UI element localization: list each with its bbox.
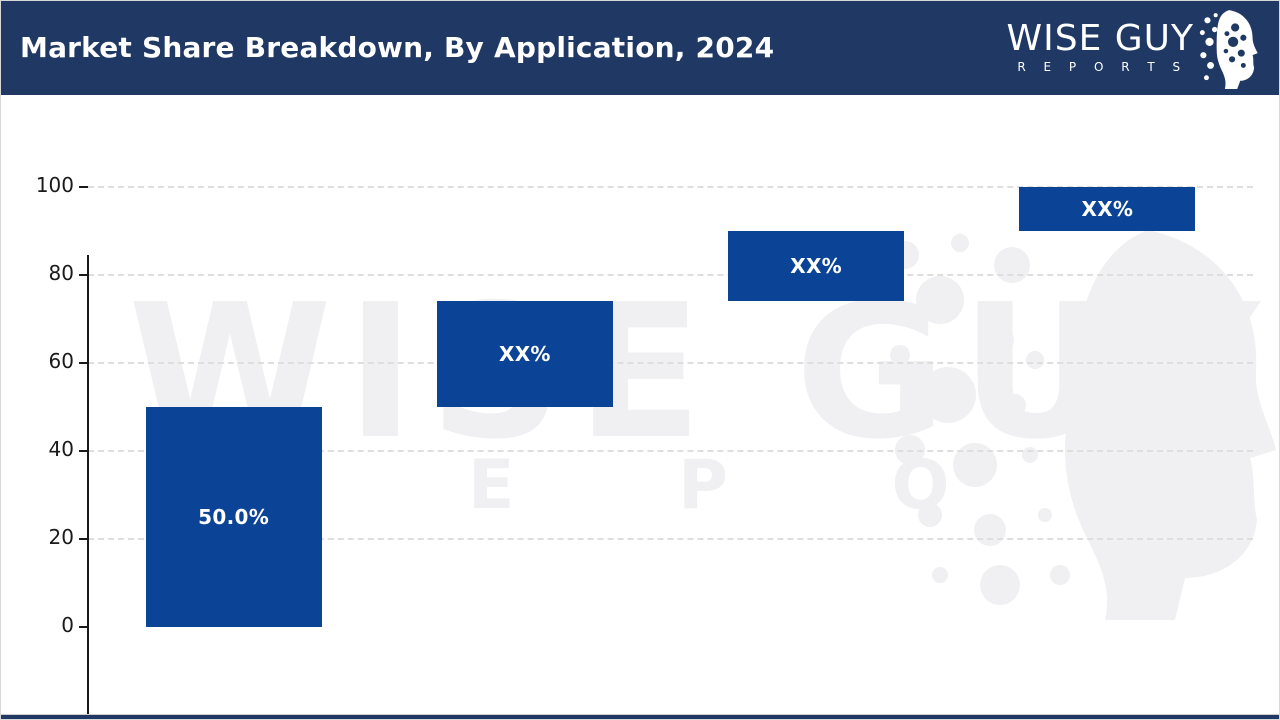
- watermark-head: [1064, 230, 1276, 620]
- gridline-60: [88, 362, 1253, 364]
- y-axis-tick-label: 20: [48, 525, 74, 549]
- y-axis-tick-80: [79, 274, 88, 276]
- logo-head-icon: [1199, 9, 1258, 89]
- y-axis-tick-label: 40: [48, 437, 74, 461]
- footer-bar: [0, 714, 1280, 720]
- y-axis-tick-label: 60: [48, 349, 74, 373]
- gridline-40: [88, 450, 1253, 452]
- chart-area: WISE GUY R E P O R T S 02040608010050.0%…: [0, 95, 1280, 720]
- y-axis-tick-label: 0: [61, 613, 74, 637]
- bar-value-label-two-wheelers: XX%: [1081, 197, 1134, 221]
- bar-value-label-passenger-vehicles: 50.0%: [198, 505, 270, 529]
- bar-passenger-vehicles: 50.0%: [145, 407, 322, 627]
- chart-title: Market Share Breakdown, By Application, …: [20, 31, 775, 64]
- logo-wordmark: WISE GUY: [1006, 18, 1194, 59]
- y-axis-tick-0: [79, 626, 88, 628]
- y-axis-tick-20: [79, 538, 88, 540]
- logo-subtitle: R E P O R T S: [1017, 60, 1188, 74]
- y-axis-tick-label: 100: [35, 173, 74, 197]
- y-axis-tick-60: [79, 362, 88, 364]
- gridline-20: [88, 538, 1253, 540]
- logo-text: WISE GUY R E P O R T S: [1006, 18, 1195, 75]
- y-axis-tick-100: [79, 186, 88, 188]
- y-axis-tick-label: 80: [48, 261, 74, 285]
- y-axis-line: [87, 255, 89, 720]
- bar-commercial-vehicles: XX%: [436, 301, 613, 407]
- gridline-80: [88, 274, 1253, 276]
- bar-value-label-commercial-vehicles: XX%: [498, 342, 551, 367]
- bar-value-label-heavy-duty-vehicles: XX%: [790, 254, 843, 279]
- header-bar: Market Share Breakdown, By Application, …: [0, 0, 1280, 95]
- bar-heavy-duty-vehicles: XX%: [728, 231, 905, 302]
- wise-guy-reports-logo: WISE GUY R E P O R T S: [1007, 7, 1263, 89]
- svg-text:R E P O R T S: R E P O R T S: [252, 446, 1280, 525]
- y-axis-tick-40: [79, 450, 88, 452]
- gridline-100: [88, 186, 1253, 188]
- bar-two-wheelers: XX%: [1019, 187, 1196, 231]
